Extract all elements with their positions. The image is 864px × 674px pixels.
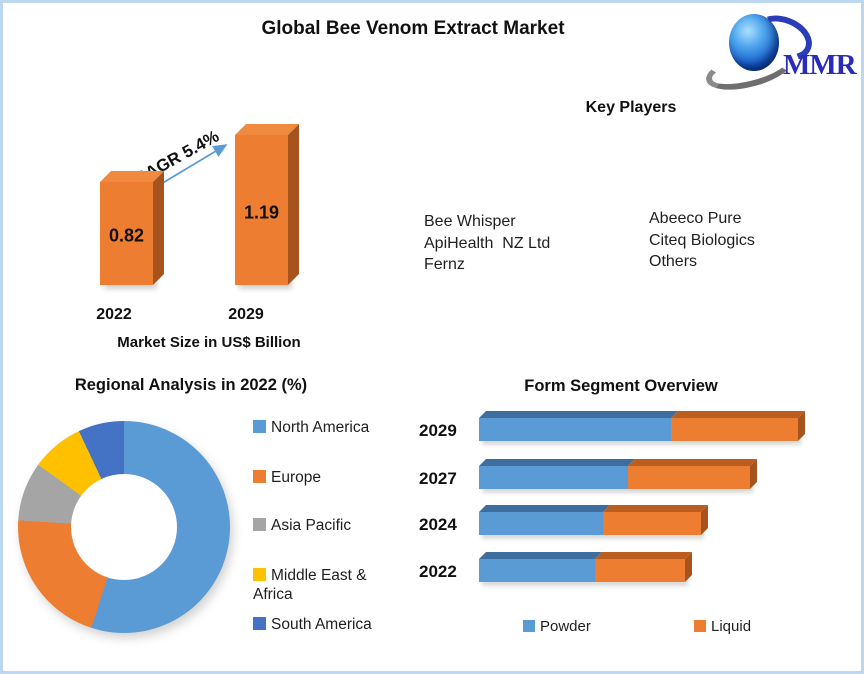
powder-segment: [479, 552, 602, 582]
segment-top-face: [479, 505, 610, 512]
key-player: Bee Whisper: [424, 213, 516, 230]
form-year-label: 2027: [419, 469, 457, 488]
liquid-segment: [628, 459, 757, 489]
legend-label: Middle East & Africa: [253, 567, 367, 603]
form-chart-title: Form Segment Overview: [524, 377, 718, 395]
segment-top-face: [595, 552, 692, 559]
page-title: Global Bee Venom Extract Market: [261, 18, 565, 39]
legend-label: Europe: [271, 469, 321, 486]
stacked-bar: [479, 459, 757, 489]
segment-top-face: [479, 552, 602, 559]
market-size-chart: CAGR 5.4% 0.82 1.19 2022 2029 Market Siz…: [63, 98, 403, 358]
x-axis-tick-2022: 2022: [96, 306, 132, 323]
mmr-logo: MMR: [702, 7, 859, 98]
liquid-segment: [671, 411, 805, 441]
form-bar-row: 2022: [403, 552, 859, 582]
segment-top-face: [603, 505, 708, 512]
form-legend-liquid: Liquid: [694, 618, 751, 635]
segment-end-cap: [798, 411, 805, 441]
key-player: Abeeco Pure: [649, 210, 742, 227]
legend-swatch: [253, 518, 266, 531]
powder-segment: [479, 459, 635, 489]
legend-swatch: [253, 617, 266, 630]
form-year-label: 2024: [419, 515, 457, 534]
form-legend-powder: Powder: [523, 618, 591, 635]
form-year-label: 2029: [419, 421, 457, 440]
form-year-label: 2022: [419, 562, 457, 581]
regional-analysis-panel: Regional Analysis in 2022 (%) North Amer…: [11, 368, 403, 668]
legend-swatch: [694, 620, 706, 632]
axis-title: Market Size in US$ Billion: [117, 334, 301, 351]
bar-2029: 1.19: [235, 124, 299, 285]
legend-swatch: [253, 420, 266, 433]
legend-label: North America: [271, 419, 370, 436]
bar-side-face: [288, 124, 299, 285]
stacked-bar: [479, 552, 692, 582]
form-bar-row: 2027: [403, 459, 859, 489]
segment-top-face: [479, 459, 635, 466]
legend-swatch: [523, 620, 535, 632]
legend-item: South America: [253, 615, 385, 634]
form-segment-panel: Form Segment Overview 2029 2027 2024 202…: [403, 368, 859, 668]
powder-segment: [479, 505, 610, 535]
bar-value-label: 0.82: [108, 225, 145, 246]
legend-swatch: [253, 470, 266, 483]
key-player: Others: [649, 253, 698, 270]
bar-2022: 0.82: [100, 171, 164, 285]
segment-top-face: [628, 459, 757, 466]
key-players-panel: Key Players Bee Whisper ApiHealth NZ Ltd…: [403, 93, 859, 283]
form-bar-row: 2024: [403, 505, 859, 535]
stacked-bar: [479, 505, 708, 535]
powder-segment: [479, 411, 678, 441]
key-players-heading: Key Players: [585, 99, 677, 116]
legend-item: North America: [253, 418, 385, 437]
liquid-segment: [595, 552, 692, 582]
legend-item: Europe: [253, 468, 385, 487]
segment-end-cap: [685, 552, 692, 582]
bar-value-label: 1.19: [243, 202, 280, 223]
legend-item: Asia Pacific: [253, 516, 385, 535]
key-players-column-1: Bee Whisper ApiHealth NZ Ltd Fernz: [424, 211, 550, 276]
segment-top-face: [479, 411, 678, 418]
globe-icon: [729, 14, 779, 71]
form-bar-row: 2029: [403, 411, 859, 441]
legend-label: South America: [271, 616, 372, 633]
stacked-bar: [479, 411, 805, 441]
segment-top-face: [671, 411, 805, 418]
legend-swatch: [253, 568, 266, 581]
legend-label: Asia Pacific: [271, 517, 352, 534]
segment-end-cap: [701, 505, 708, 535]
regional-donut: [18, 421, 230, 633]
donut-hole: [71, 474, 177, 580]
legend-label: Liquid: [711, 618, 752, 635]
key-player: ApiHealth NZ Ltd: [424, 234, 551, 252]
key-players-column-2: Abeeco Pure Citeq Biologics Others: [649, 208, 755, 273]
segment-end-cap: [750, 459, 757, 489]
logo-text: MMR: [783, 49, 857, 81]
bar-side-face: [153, 171, 164, 285]
regional-chart-title: Regional Analysis in 2022 (%): [74, 376, 308, 394]
key-player: Fernz: [424, 256, 465, 273]
x-axis-tick-2029: 2029: [228, 306, 264, 323]
legend-item: Middle East & Africa: [253, 566, 385, 604]
liquid-segment: [603, 505, 708, 535]
key-player: Citeq Biologics: [649, 231, 755, 249]
legend-label: Powder: [540, 618, 591, 635]
